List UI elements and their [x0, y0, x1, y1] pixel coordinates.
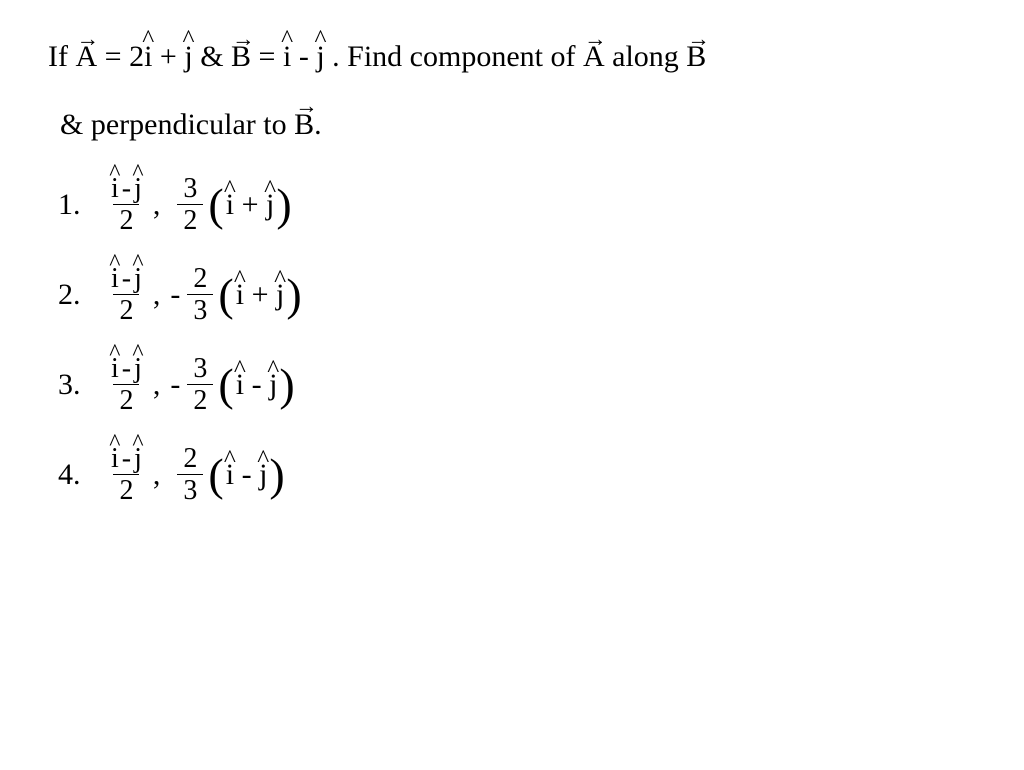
left-paren: (: [218, 275, 233, 314]
option-second-fraction: 2 3: [177, 445, 203, 505]
fraction-numerator: i-j: [107, 175, 146, 204]
j-hat: j: [134, 355, 142, 383]
text-eq2: =: [259, 40, 283, 73]
j-hat: j: [259, 458, 267, 492]
frac-op: -: [122, 173, 131, 204]
page-root: If A = 2i + j & B = i - j . Find compone…: [0, 0, 1024, 567]
frac-op: -: [122, 263, 131, 294]
i-hat: i: [111, 355, 119, 383]
option-second-fraction: 3 2: [177, 175, 203, 235]
fraction-numerator: i-j: [107, 445, 146, 474]
problem-line1: If A = 2i + j & B = i - j . Find compone…: [48, 32, 976, 82]
paren-expression: ( i - j ): [218, 365, 294, 404]
comma: ,: [153, 368, 161, 402]
vector-A-2: A: [583, 32, 605, 82]
option-2: 2. i-j 2 , - 2 3 ( i + j ): [58, 265, 976, 325]
fraction-denominator: 2: [113, 294, 139, 325]
i-hat: i: [236, 278, 244, 312]
left-paren: (: [208, 455, 223, 494]
fraction-denominator: 3: [187, 294, 213, 325]
option-number: 1.: [58, 188, 88, 222]
frac-op: -: [122, 443, 131, 474]
option-4: 4. i-j 2 , 2 3 ( i - j ): [58, 445, 976, 505]
vector-B: B: [231, 32, 251, 82]
option-1: 1. i-j 2 , 3 2 ( i + j ): [58, 175, 976, 235]
text-perp: & perpendicular to: [60, 108, 294, 141]
text-amp: &: [200, 40, 231, 73]
left-paren: (: [218, 365, 233, 404]
j-hat: j: [184, 32, 192, 82]
option-number: 3.: [58, 368, 88, 402]
paren-content: i + j: [234, 278, 287, 312]
fraction-denominator: 3: [177, 474, 203, 505]
option-first-fraction: i-j 2: [107, 355, 146, 415]
comma: ,: [153, 458, 161, 492]
paren-expression: ( i + j ): [218, 275, 301, 314]
fraction-numerator: i-j: [107, 355, 146, 384]
text-find: . Find component of: [332, 40, 583, 73]
right-paren: ): [286, 275, 301, 314]
option-second-fraction: 2 3: [187, 265, 213, 325]
vector-B-3: B: [294, 100, 314, 150]
paren-content: i - j: [234, 368, 280, 402]
paren-op: +: [234, 188, 266, 221]
text-plus1: +: [160, 40, 184, 73]
fraction-denominator: 2: [187, 384, 213, 415]
i-hat: i: [226, 188, 234, 222]
paren-expression: ( i + j ): [208, 185, 291, 224]
option-first-fraction: i-j 2: [107, 175, 146, 235]
text-eq1: = 2: [105, 40, 144, 73]
i-hat: i: [236, 368, 244, 402]
right-paren: ): [279, 365, 294, 404]
j-hat: j: [134, 175, 142, 203]
fraction-denominator: 2: [113, 474, 139, 505]
j-hat: j: [276, 278, 284, 312]
fraction-numerator: 2: [179, 445, 201, 474]
sign: -: [170, 278, 180, 312]
option-3: 3. i-j 2 , - 3 2 ( i - j ): [58, 355, 976, 415]
frac-op: -: [122, 353, 131, 384]
fraction-denominator: 2: [113, 384, 139, 415]
vector-B-2: B: [686, 32, 706, 82]
fraction-denominator: 2: [113, 204, 139, 235]
option-number: 4.: [58, 458, 88, 492]
fraction-numerator: 2: [189, 265, 211, 294]
paren-expression: ( i - j ): [208, 455, 284, 494]
fraction-denominator: 2: [177, 204, 203, 235]
paren-content: i - j: [224, 458, 270, 492]
sign: -: [170, 368, 180, 402]
option-number: 2.: [58, 278, 88, 312]
i-hat: i: [111, 265, 119, 293]
option-first-fraction: i-j 2: [107, 265, 146, 325]
j-hat: j: [269, 368, 277, 402]
fraction-numerator: i-j: [107, 265, 146, 294]
j-hat: j: [134, 265, 142, 293]
option-first-fraction: i-j 2: [107, 445, 146, 505]
comma: ,: [153, 278, 161, 312]
paren-op: -: [244, 368, 269, 401]
i-hat-2: i: [283, 32, 291, 82]
left-paren: (: [208, 185, 223, 224]
text-if: If: [48, 40, 75, 73]
fraction-numerator: 3: [189, 355, 211, 384]
j-hat: j: [266, 188, 274, 222]
problem-line2: & perpendicular to B.: [60, 100, 976, 150]
i-hat: i: [144, 32, 152, 82]
paren-content: i + j: [224, 188, 277, 222]
option-second-fraction: 3 2: [187, 355, 213, 415]
j-hat: j: [134, 445, 142, 473]
vector-A: A: [75, 32, 97, 82]
paren-op: -: [234, 458, 259, 491]
fraction-numerator: 3: [179, 175, 201, 204]
i-hat: i: [226, 458, 234, 492]
paren-op: +: [244, 278, 276, 311]
i-hat: i: [111, 445, 119, 473]
right-paren: ): [276, 185, 291, 224]
right-paren: ): [269, 455, 284, 494]
j-hat-2: j: [316, 32, 324, 82]
i-hat: i: [111, 175, 119, 203]
comma: ,: [153, 188, 161, 222]
text-along: along: [612, 40, 686, 73]
